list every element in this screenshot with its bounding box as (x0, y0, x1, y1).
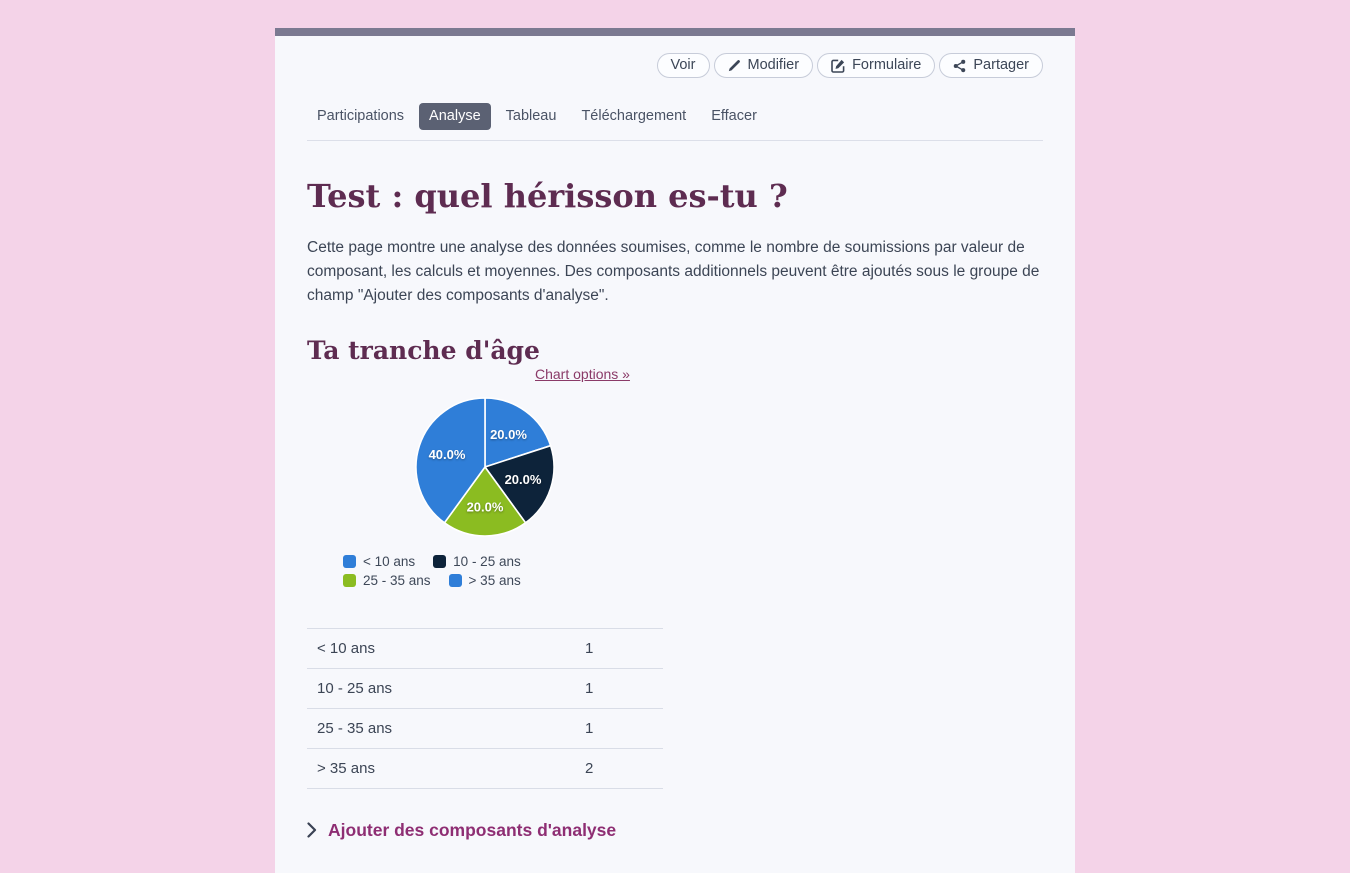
pie-slice[interactable] (484, 444, 555, 524)
pie-slice-label: 20.0% (490, 427, 527, 442)
pie-slice-label: 20.0% (467, 499, 504, 514)
page-title: Test : quel hérisson es-tu ? (307, 177, 788, 215)
tab-telechargement[interactable]: Téléchargement (581, 108, 687, 124)
chart-legend: < 10 ans 10 - 25 ans 25 - 35 ans > 35 an… (343, 554, 627, 592)
modifier-button-label: Modifier (747, 57, 800, 74)
legend-label: 25 - 35 ans (363, 572, 431, 588)
legend-swatch (343, 554, 356, 568)
analysis-section-title: Ta tranche d'âge (307, 335, 540, 365)
tab-effacer[interactable]: Effacer (711, 108, 757, 124)
toolbar: Voir Modifier Formulaire Partager (307, 53, 1043, 78)
partager-button[interactable]: Partager (939, 53, 1043, 78)
voir-button[interactable]: Voir (656, 53, 710, 78)
table-row: 25 - 35 ans 1 (307, 707, 663, 749)
legend-item[interactable]: 25 - 35 ans (343, 573, 431, 588)
content-panel: Voir Modifier Formulaire Partager (275, 28, 1075, 873)
row-label: < 10 ans (307, 627, 575, 669)
row-value: 1 (575, 707, 663, 749)
tab-participations[interactable]: Participations (317, 108, 405, 124)
table-row: 10 - 25 ans 1 (307, 667, 663, 709)
tab-analyse[interactable]: Analyse (419, 103, 491, 130)
chevron-right-icon[interactable] (307, 822, 317, 838)
pie-slice[interactable] (484, 396, 552, 468)
modifier-button[interactable]: Modifier (713, 53, 814, 78)
top-accent-bar (275, 28, 1075, 36)
row-value: 2 (575, 747, 663, 789)
row-label: > 35 ans (307, 747, 575, 789)
legend-item[interactable]: < 10 ans (343, 554, 415, 569)
table-row: > 35 ans 2 (307, 747, 663, 789)
results-table: < 10 ans 1 10 - 25 ans 1 25 - 35 ans 1 >… (307, 627, 663, 789)
row-value: 1 (575, 667, 663, 709)
row-value: 1 (575, 627, 663, 669)
partager-button-label: Partager (973, 57, 1029, 74)
pie-chart[interactable]: 20.0%20.0%20.0%40.0% (307, 394, 663, 540)
page-description: Cette page montre une analyse des donnée… (307, 238, 1040, 304)
pie-slice[interactable] (443, 465, 527, 537)
pie-slice[interactable] (415, 396, 486, 524)
table-row: < 10 ans 1 (307, 627, 663, 669)
legend-label: > 35 ans (468, 572, 521, 588)
pie-slice-label: 40.0% (429, 447, 466, 462)
chart-options: Chart options » (535, 366, 1043, 384)
formulaire-button[interactable]: Formulaire (817, 53, 936, 78)
row-label: 25 - 35 ans (307, 707, 575, 749)
legend-label: < 10 ans (363, 553, 416, 569)
legend-label: 10 - 25 ans (453, 553, 521, 569)
tab-bar: Participations Analyse Tableau Télécharg… (307, 103, 1043, 141)
formulaire-button-label: Formulaire (852, 57, 922, 74)
legend-item[interactable]: > 35 ans (448, 572, 521, 588)
legend-swatch (448, 573, 462, 587)
legend-swatch (343, 573, 356, 587)
legend-swatch (433, 554, 447, 568)
pie-chart-block: 20.0% 20.0% 20.0% 40.0% < 10 ans 10 - 25 an… (307, 394, 663, 592)
chart-options-link[interactable]: Chart options » (535, 365, 630, 382)
share-icon (953, 59, 966, 73)
pie-slice-label: 20.0% (505, 472, 542, 487)
edit-square-icon (831, 59, 845, 73)
voir-button-label: Voir (670, 57, 696, 74)
pencil-icon (728, 59, 741, 72)
add-components-link[interactable]: Ajouter des composants d'analyse (328, 819, 617, 840)
legend-item[interactable]: 10 - 25 ans (433, 554, 521, 569)
add-components-section: Ajouter des composants d'analyse (307, 820, 1043, 841)
row-label: 10 - 25 ans (307, 667, 575, 709)
tab-tableau[interactable]: Tableau (505, 108, 557, 124)
